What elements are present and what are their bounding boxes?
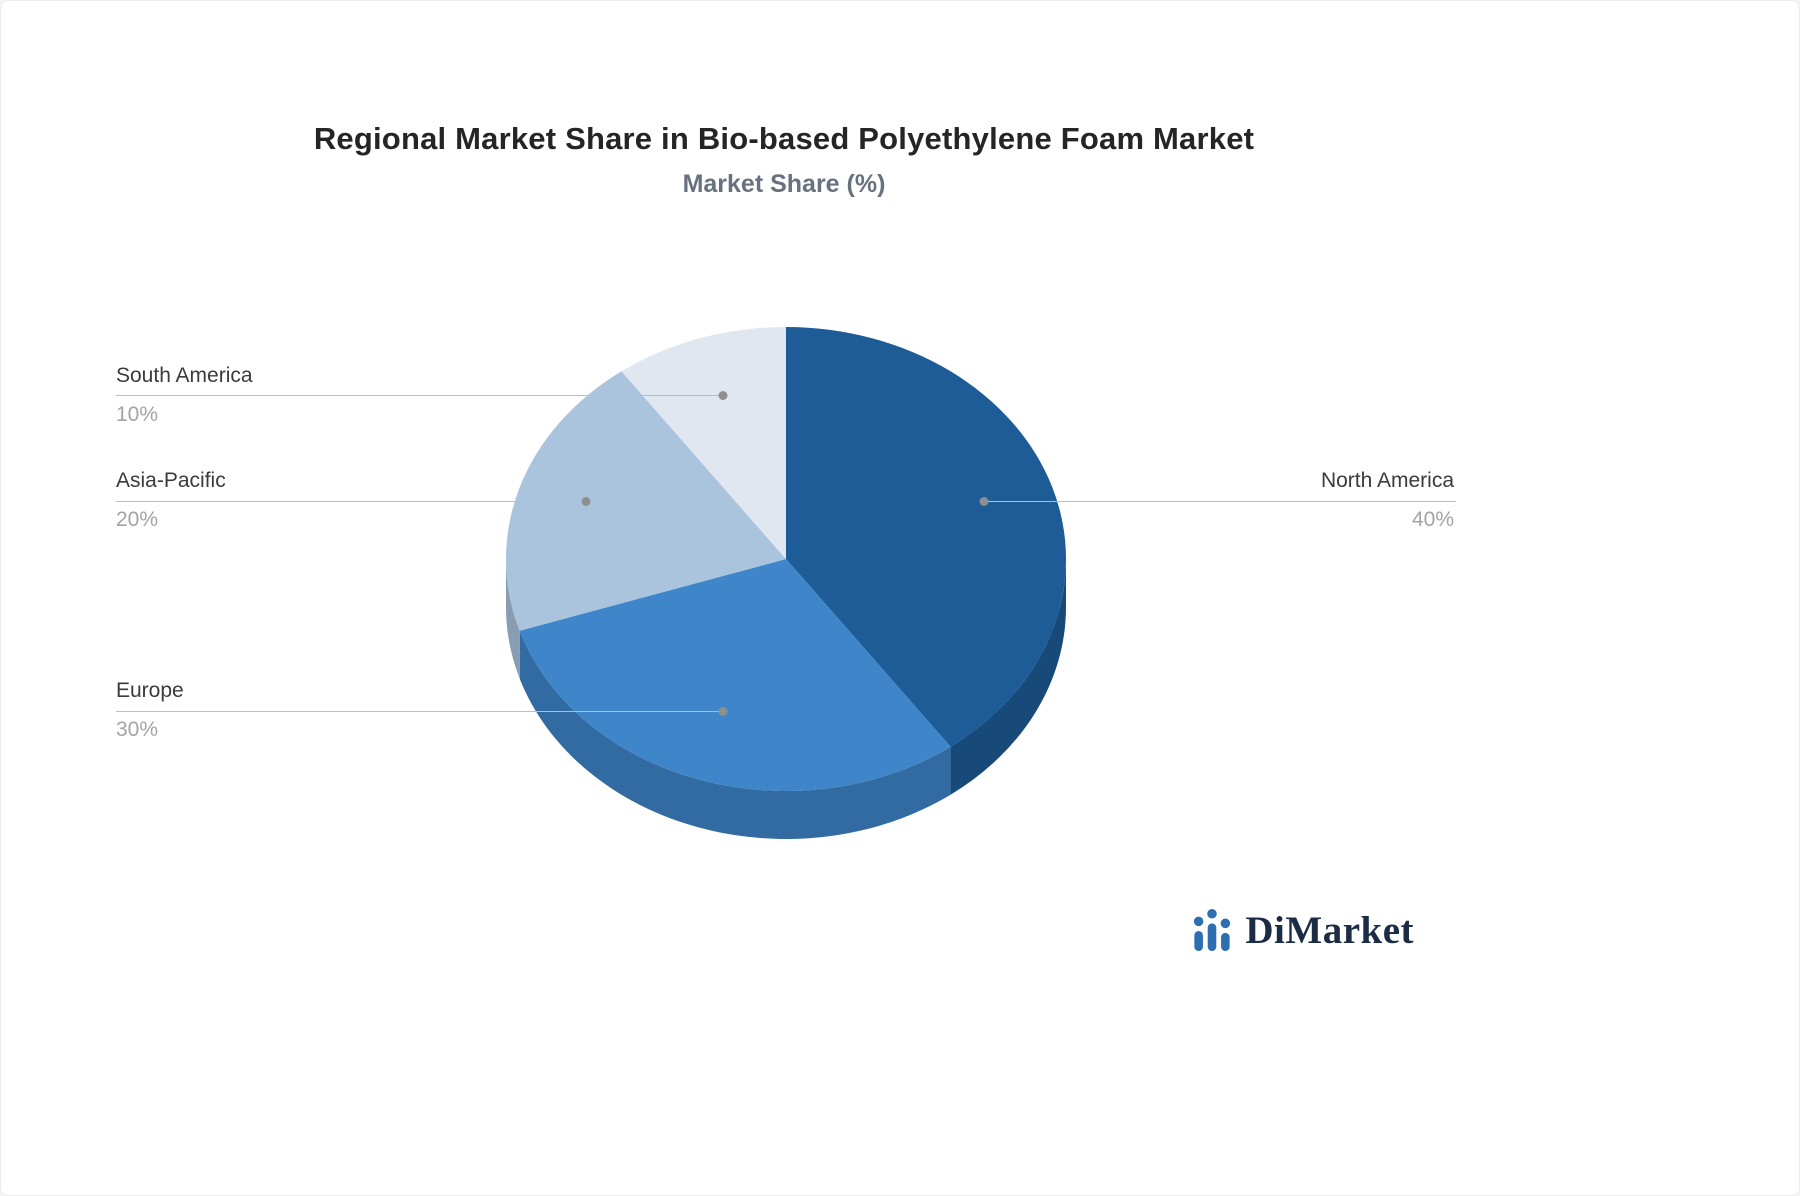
leader-dot-asia-pacific: [581, 497, 591, 506]
leader-dot-south-america: [718, 391, 728, 400]
brand-name: DiMarket: [1245, 908, 1414, 952]
dimarket-logo-icon: [1194, 909, 1231, 951]
pie-label-north-america: North America: [1320, 469, 1454, 492]
pie-slice-europe[interactable]: [519, 559, 951, 791]
leader-dots: [581, 391, 989, 716]
chart-title: Regional Market Share in Bio-based Polye…: [313, 121, 1255, 156]
pie-3d-sides: [506, 559, 1066, 840]
brand-logo: DiMarket: [1191, 907, 1414, 953]
pie-value-south-america: 10%: [116, 403, 159, 426]
pie-slice-south-america[interactable]: [621, 327, 786, 559]
pie-value-europe: 30%: [116, 718, 159, 741]
pie-label-europe: Europe: [116, 679, 184, 702]
pie-label-south-america: South America: [116, 364, 253, 387]
pie-slice-side-north-america: [950, 559, 1066, 795]
pie-slice-asia-pacific[interactable]: [505, 371, 786, 631]
pie-label-asia-pacific: Asia-Pacific: [116, 469, 226, 492]
pie-value-asia-pacific: 20%: [116, 508, 159, 531]
pie-value-north-america: 40%: [1411, 508, 1454, 531]
chart-subtitle: Market Share (%): [682, 170, 886, 198]
pie-slice-side-asia-pacific: [506, 559, 520, 679]
pie-slice-north-america[interactable]: [786, 327, 1066, 747]
pie-slices: [505, 327, 1066, 791]
pie-slice-side-europe: [519, 630, 951, 840]
leader-lines: [116, 395, 1456, 712]
leader-dot-europe: [718, 707, 728, 716]
leader-dot-north-america: [979, 497, 989, 506]
